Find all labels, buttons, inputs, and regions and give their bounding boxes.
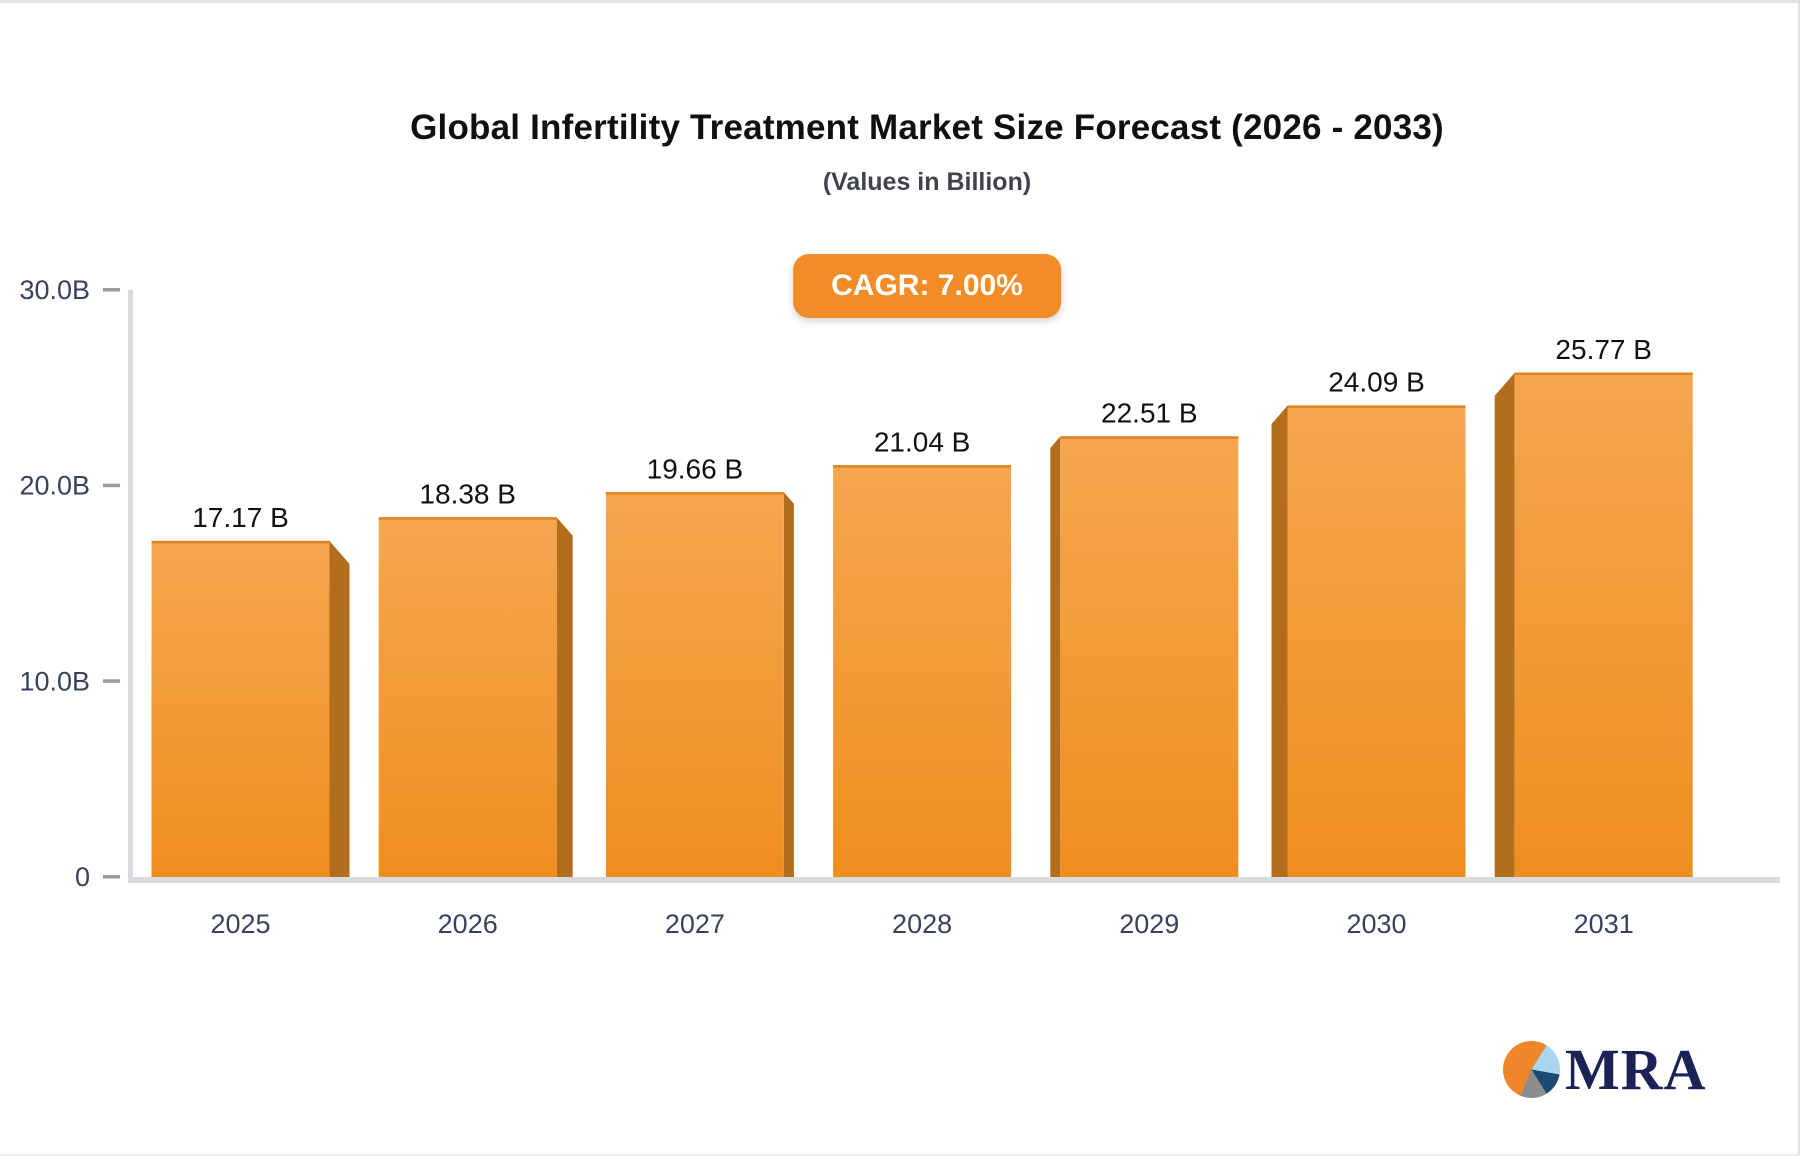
bar-value-label: 24.09 B — [1328, 367, 1425, 398]
bar-2028[interactable]: 21.04 B — [833, 426, 1012, 877]
bar-value-label: 21.04 B — [874, 426, 971, 457]
bar-front-face[interactable] — [605, 492, 784, 877]
bar-value-label: 25.77 B — [1555, 334, 1652, 365]
y-tick-mark — [103, 679, 120, 683]
y-axis-tick-label: 30.0B — [19, 275, 90, 305]
y-tick-mark — [103, 483, 120, 488]
mra-logo-text: MRA — [1565, 1036, 1707, 1102]
y-axis-tick-label: 10.0B — [19, 666, 90, 696]
y-axis-line — [128, 290, 133, 877]
y-axis-tick-label: 20.0B — [19, 471, 90, 501]
top-border-line — [0, 0, 1800, 3]
x-axis-label-2028: 2028 — [892, 909, 952, 939]
bottom-border-line — [0, 1154, 1800, 1156]
mra-logo: MRA — [1503, 1040, 1707, 1098]
chart-subtitle: (Values in Billion) — [822, 168, 1032, 196]
bar-value-label: 17.17 B — [192, 502, 289, 533]
bar-value-label: 22.51 B — [1101, 398, 1198, 429]
x-axis-label-2031: 2031 — [1574, 909, 1634, 939]
right-border-line — [1798, 0, 1800, 1156]
bar-2030[interactable]: 24.09 B — [1271, 367, 1466, 877]
x-axis-label-2027: 2027 — [665, 909, 725, 939]
x-axis-label-2030: 2030 — [1346, 909, 1406, 939]
bar-side-face — [329, 541, 350, 877]
bar-front-face[interactable] — [833, 465, 1012, 877]
mra-logo-pie-icon — [1503, 1040, 1560, 1098]
x-axis-label-2029: 2029 — [1119, 909, 1179, 939]
y-tick-mark — [103, 288, 120, 292]
x-axis-label-2026: 2026 — [438, 909, 498, 939]
bar-side-face — [556, 517, 573, 877]
bar-2025[interactable]: 17.17 B — [151, 502, 350, 877]
bar-2031[interactable]: 25.77 B — [1494, 334, 1693, 877]
bar-front-face[interactable] — [151, 541, 330, 877]
bar-2027[interactable]: 19.66 B — [605, 453, 794, 877]
bar-front-face[interactable] — [1287, 405, 1466, 877]
x-axis-label-2025: 2025 — [210, 909, 270, 939]
bar-front-face[interactable] — [1514, 372, 1693, 877]
bar-front-face[interactable] — [378, 517, 557, 877]
bar-2029[interactable]: 22.51 B — [1050, 398, 1239, 877]
x-axis-line — [128, 877, 1780, 883]
y-axis-tick-label: 0 — [75, 862, 90, 892]
bar-side-face — [1271, 405, 1288, 877]
cagr-badge: CAGR: 7.00% — [793, 254, 1061, 318]
bar-value-label: 19.66 B — [647, 453, 744, 484]
y-tick-mark — [103, 875, 120, 879]
bar-value-label: 18.38 B — [419, 478, 516, 509]
bar-side-face — [783, 492, 794, 877]
bar-front-face[interactable] — [1060, 436, 1239, 877]
bar-side-face — [1050, 436, 1061, 877]
chart-title: Global Infertility Treatment Market Size… — [410, 108, 1444, 147]
bar-2026[interactable]: 18.38 B — [378, 478, 573, 877]
bar-side-face — [1494, 372, 1515, 877]
